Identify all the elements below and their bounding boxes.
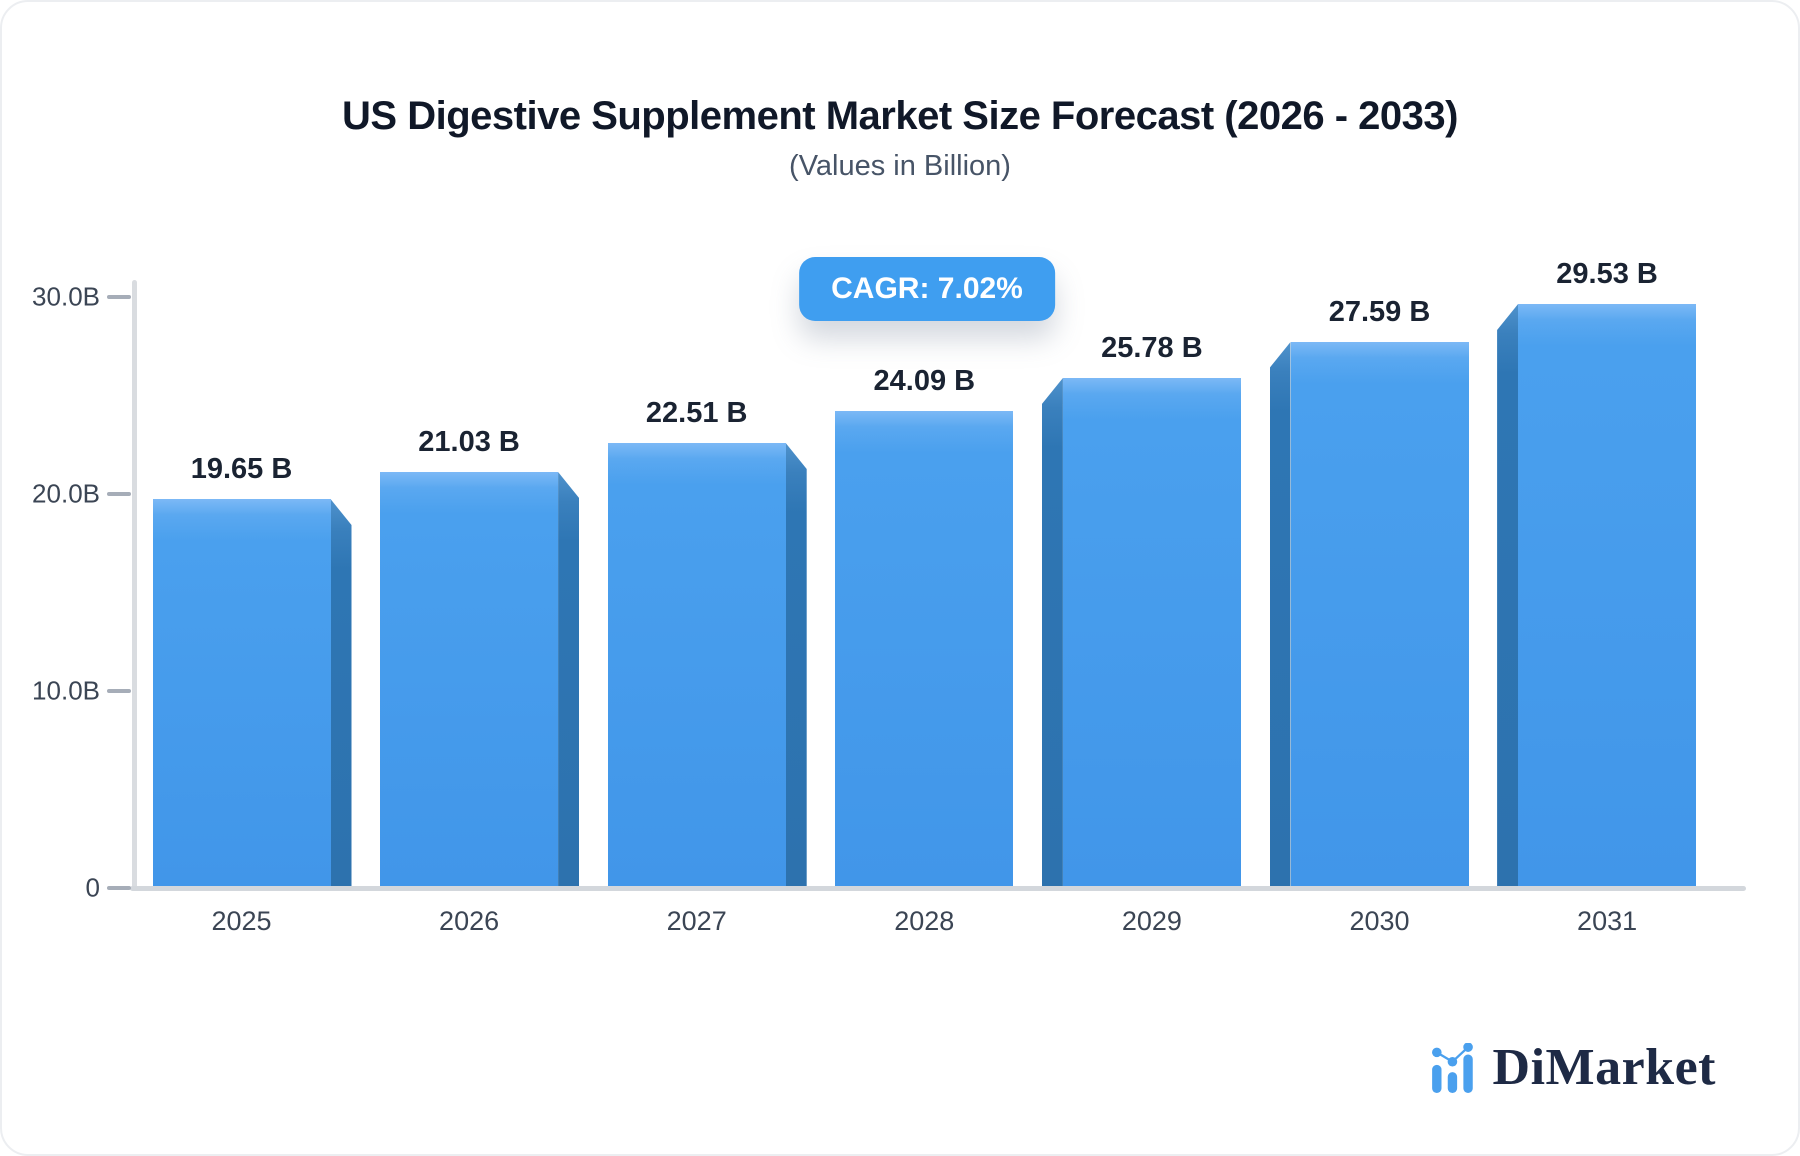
bar-value-label: 24.09 B [873,365,976,397]
bar-value-label: 27.59 B [1328,296,1431,328]
y-tick-mark [107,886,131,890]
bar-3d-side [1041,378,1063,886]
x-axis-label-2029: 2029 [1121,906,1182,936]
bar-2031[interactable] [1518,304,1697,886]
bar-2028[interactable] [835,411,1014,886]
bar-3d-side [330,499,352,886]
x-axis-label-2028: 2028 [894,906,955,936]
y-tick-label: 20.0B [32,478,100,509]
chart-subtitle: (Values in Billion) [789,150,1011,182]
bar-3d-side [1269,342,1291,886]
y-tick-mark [107,689,131,693]
cagr-badge-label: CAGR: 7.02% [831,272,1023,305]
x-axis-line [130,886,1746,891]
y-tick-label: 0 [85,872,100,903]
y-tick-mark [107,295,131,299]
x-axis-label-2031: 2031 [1577,906,1638,936]
bar-2030[interactable] [1290,342,1469,886]
x-axis-label-2030: 2030 [1349,906,1410,936]
y-tick-mark [107,492,131,496]
x-axis-label-2027: 2027 [666,906,727,936]
bar-2029[interactable] [1062,378,1241,886]
bar-value-label: 25.78 B [1101,332,1203,364]
y-tick-label: 30.0B [32,281,100,312]
bar-2027[interactable] [607,443,786,886]
chart-title: US Digestive Supplement Market Size Fore… [342,94,1458,138]
x-axis-label-2025: 2025 [211,906,272,936]
bar-value-label: 22.51 B [645,397,748,429]
bar-3d-side [1497,304,1519,886]
bar-2026[interactable] [380,472,559,886]
cagr-badge: CAGR: 7.02% [799,257,1055,321]
bar-2025[interactable] [152,499,331,886]
bar-3d-side [558,472,580,886]
bar-value-label: 19.65 B [190,453,293,485]
bar-value-label: 21.03 B [418,426,520,458]
y-axis-line [132,280,137,891]
brand-logo: DiMarket [1429,1038,1716,1097]
y-tick-label: 10.0B [32,675,100,706]
bar-3d-side [785,443,807,886]
brand-logo-text: DiMarket [1492,1039,1716,1096]
dimarket-logo-icon [1431,1042,1473,1093]
bar-value-label: 29.53 B [1556,258,1658,290]
x-axis-label-2026: 2026 [439,906,500,936]
